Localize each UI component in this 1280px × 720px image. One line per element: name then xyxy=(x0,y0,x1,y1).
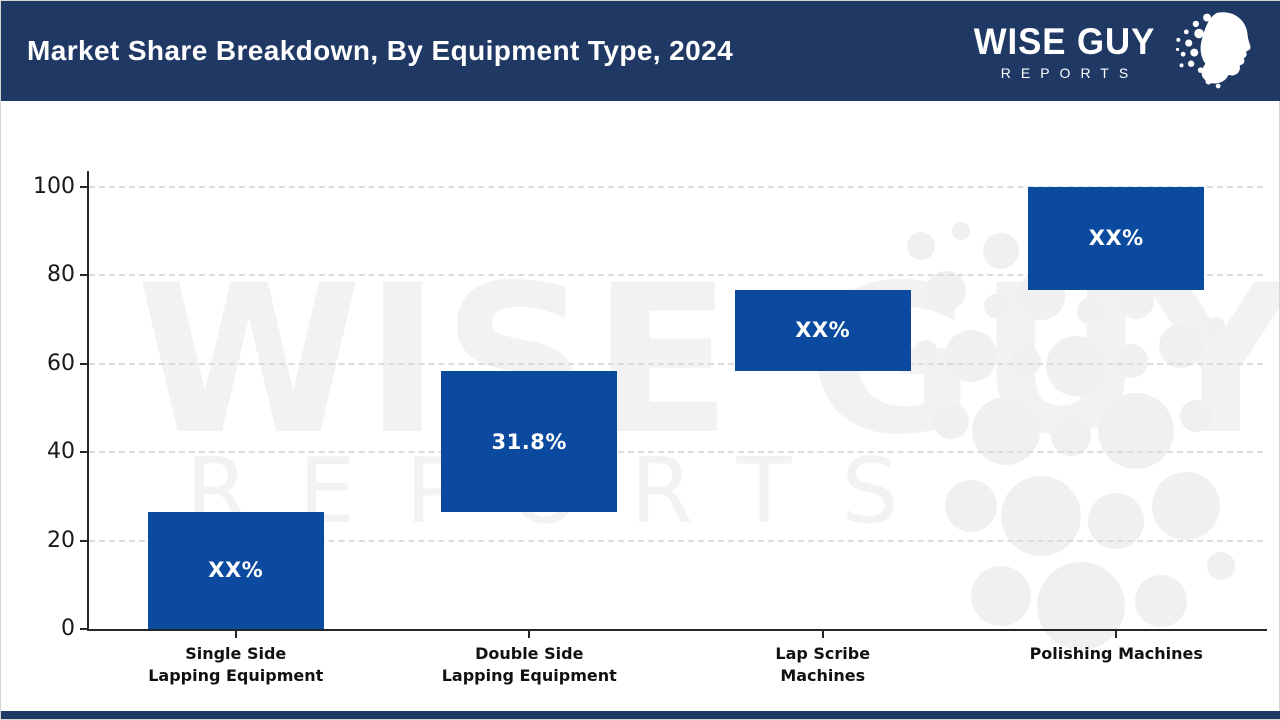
x-tick-mark xyxy=(528,631,531,638)
bar-segment: XX% xyxy=(1028,187,1205,290)
gridline-100 xyxy=(89,186,1263,188)
gridline-60 xyxy=(89,362,1263,365)
y-tick-label-40: 40 xyxy=(47,439,75,465)
category-label-line: Lapping Equipment xyxy=(148,665,324,685)
gridline-80 xyxy=(89,274,1263,277)
bar-segment: XX% xyxy=(147,511,324,629)
gridline-40 xyxy=(89,451,1263,454)
y-tick-label-0: 0 xyxy=(61,616,75,641)
category-label: Polishing Machines xyxy=(956,643,1276,665)
brand-logo: WISE GUY REPORTS xyxy=(968,8,1255,94)
footer-band xyxy=(1,711,1280,719)
x-axis-line xyxy=(87,629,1267,631)
bar-value-label: XX% xyxy=(208,558,264,583)
category-label-line: Machines xyxy=(780,665,866,685)
y-tick-mark-0 xyxy=(80,628,88,630)
x-tick-mark xyxy=(234,631,237,638)
category-label: Single Side Lapping Equipment xyxy=(76,643,396,686)
category-label-line: Lapping Equipment xyxy=(441,665,617,685)
brand-logo-face-icon xyxy=(1175,12,1251,89)
x-tick-mark xyxy=(821,631,824,638)
y-axis-line xyxy=(87,171,89,631)
x-tick-mark xyxy=(1115,631,1118,638)
category-label-line: Double Side xyxy=(475,644,584,663)
bar-segment: XX% xyxy=(734,289,911,372)
y-tick-mark-40 xyxy=(80,451,88,454)
y-tick-mark-80 xyxy=(80,274,88,277)
category-label: Lap Scribe Machines xyxy=(663,643,983,686)
y-tick-mark-20 xyxy=(80,539,88,542)
y-tick-label-20: 20 xyxy=(47,527,75,553)
bar-value-label: XX% xyxy=(1088,226,1144,251)
y-tick-mark-60 xyxy=(80,362,88,365)
brand-logo-text: WISE GUY REPORTS xyxy=(968,23,1161,80)
category-label-line: Polishing Machines xyxy=(1029,644,1203,663)
category-label: Double Side Lapping Equipment xyxy=(369,643,689,686)
brand-logo-subtitle: REPORTS xyxy=(1000,64,1139,81)
y-tick-label-60: 60 xyxy=(47,350,75,376)
y-tick-label-80: 80 xyxy=(47,262,75,288)
y-tick-label-100: 100 xyxy=(33,174,75,199)
category-label-line: Single Side xyxy=(185,644,287,663)
category-label-line: Lap Scribe xyxy=(775,644,871,663)
bar-value-label: 31.8% xyxy=(491,429,567,454)
brand-logo-name: WISE GUY xyxy=(973,20,1156,62)
header-band: Market Share Breakdown, By Equipment Typ… xyxy=(1,1,1280,101)
bar-value-label: XX% xyxy=(795,318,851,343)
page-title: Market Share Breakdown, By Equipment Typ… xyxy=(27,35,734,66)
y-tick-mark-100 xyxy=(80,186,88,188)
gridline-20 xyxy=(89,539,1263,542)
chart-plot-area: 0 20 40 60 80 100 XX% Single Side Lapping Equipm… xyxy=(33,171,1267,685)
bar-segment: 31.8% xyxy=(441,371,618,512)
